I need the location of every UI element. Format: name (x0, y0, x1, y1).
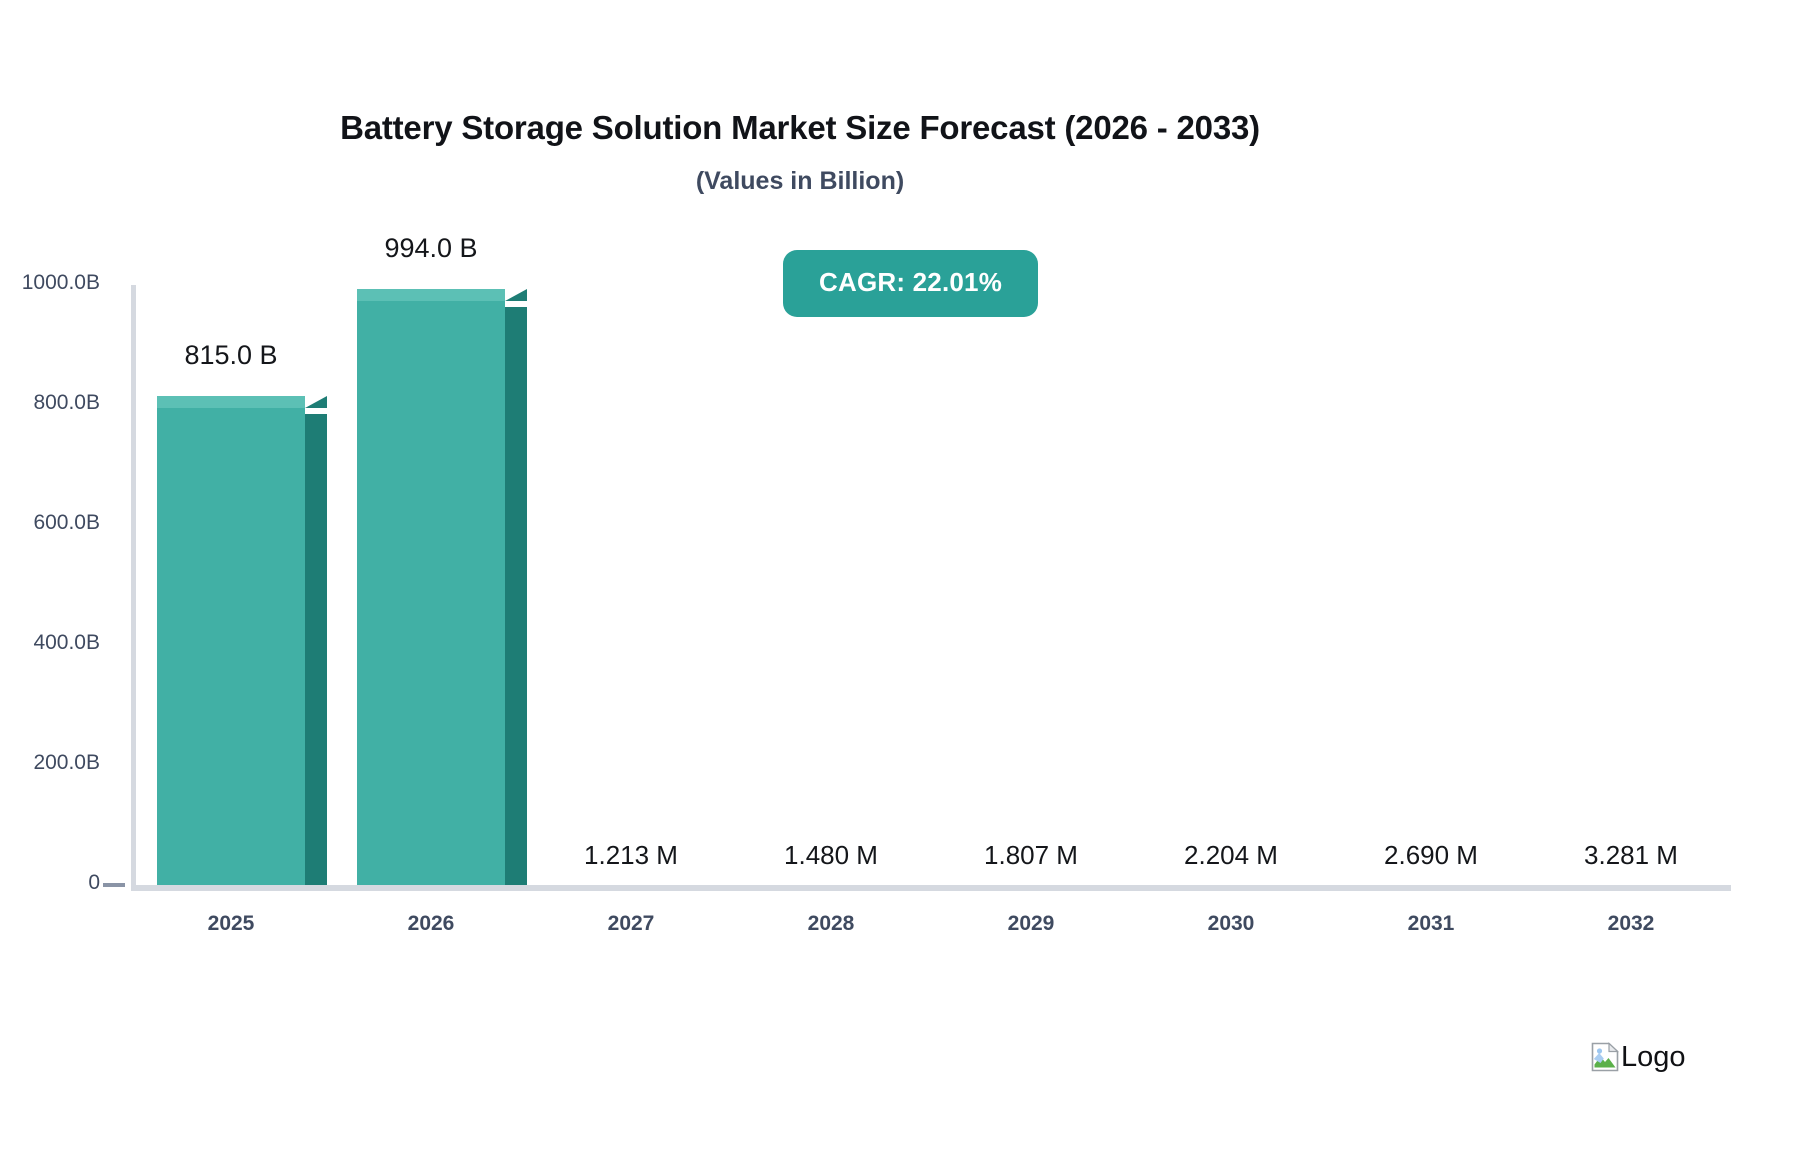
bar-value-label: 1.480 M (784, 840, 878, 870)
bar-front-face (157, 408, 305, 885)
bar-side-face (305, 414, 327, 885)
bar-value-label: 815.0 B (184, 340, 278, 370)
y-axis-tick-label: 0 (88, 871, 100, 894)
logo-alt-text: Logo (1621, 1040, 1686, 1073)
bar (157, 396, 327, 885)
bar-value-label: 3.281 M (1584, 840, 1678, 870)
bar-top-face (157, 396, 305, 409)
chart-title: Battery Storage Solution Market Size For… (340, 109, 1260, 146)
x-axis-tick-label: 2031 (1407, 912, 1455, 935)
zero-tick-mark (103, 883, 125, 887)
y-axis-tick-label: 1000.0B (21, 271, 100, 294)
x-axis-tick-label: 2028 (807, 912, 855, 935)
bar-value-label: 1.213 M (584, 840, 678, 870)
bar-top-bevel (305, 396, 327, 408)
logo: Logo (1591, 1042, 1686, 1072)
bar-top-bevel (505, 288, 527, 301)
y-axis-tick-label: 400.0B (33, 631, 100, 654)
bar-side-face (505, 306, 527, 885)
x-axis-tick-label: 2025 (207, 912, 255, 935)
x-axis-tick-label: 2027 (607, 912, 655, 935)
chart-header: Battery Storage Solution Market Size For… (0, 108, 1600, 196)
x-axis-tick-label: 2030 (1207, 912, 1255, 935)
bar-top-face (357, 288, 505, 301)
bar-value-label: 2.204 M (1184, 840, 1278, 870)
x-axis-tick-label: 2026 (407, 912, 455, 935)
x-axis-tick-label: 2032 (1607, 912, 1655, 935)
bar (357, 288, 527, 885)
y-axis-line (131, 285, 136, 885)
bar-value-label: 2.690 M (1384, 840, 1478, 870)
chart-subtitle: (Values in Billion) (695, 166, 905, 195)
broken-image-icon (1591, 1042, 1620, 1072)
y-axis-tick-label: 800.0B (33, 391, 100, 414)
bar-value-label: 994.0 B (384, 232, 478, 263)
x-axis-baseline (131, 885, 1731, 891)
bar-value-label: 1.807 M (984, 840, 1078, 870)
bar-front-face (357, 300, 505, 885)
y-axis-tick-label: 600.0B (33, 511, 100, 534)
cagr-badge: CAGR: 22.01% (783, 250, 1039, 317)
x-axis-tick-label: 2029 (1007, 912, 1055, 935)
y-axis-tick-label: 200.0B (33, 751, 100, 774)
